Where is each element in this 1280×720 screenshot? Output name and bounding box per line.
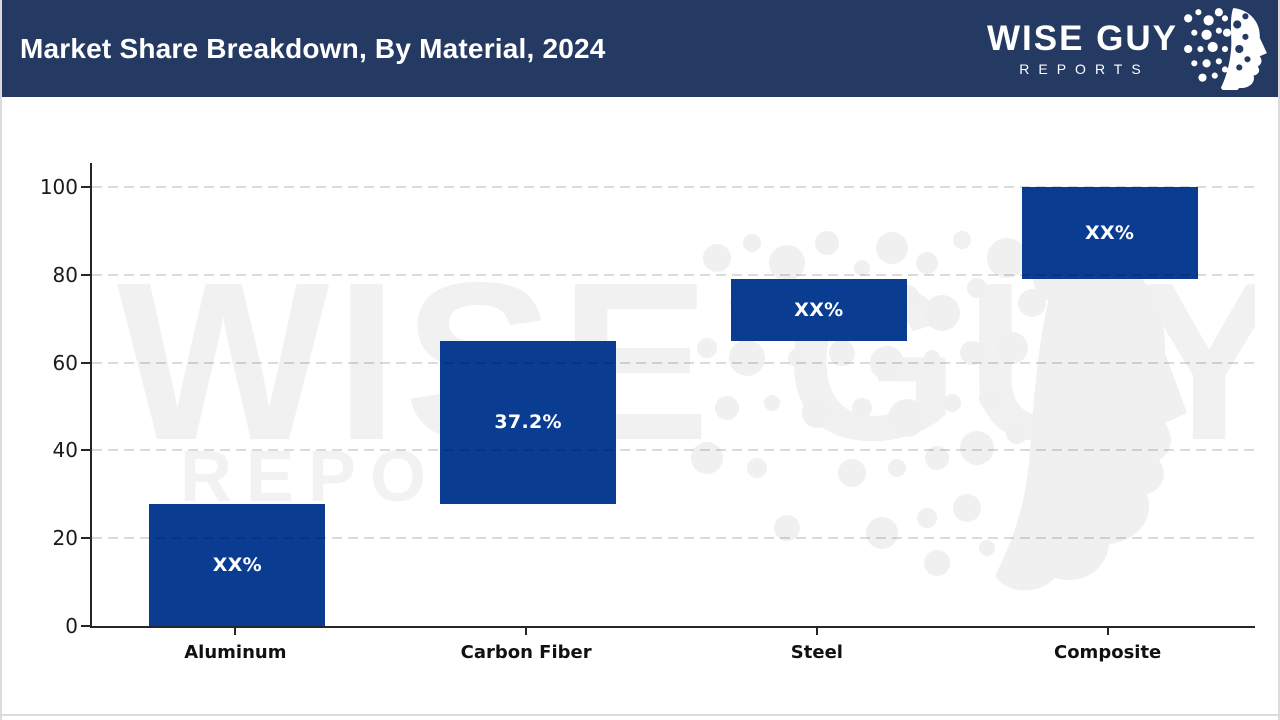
bar-composite: XX% (1021, 187, 1198, 280)
x-axis-category-label: Aluminum (184, 642, 287, 663)
x-axis-tick-mark (234, 628, 237, 635)
y-axis-tick-mark (81, 449, 90, 452)
x-axis-category-label: Carbon Fiber (460, 642, 592, 663)
y-axis-tick-label: 80 (52, 262, 78, 287)
header: Market Share Breakdown, By Material, 202… (0, 0, 1280, 97)
y-axis-tick-mark (81, 186, 90, 188)
page-border-bottom (0, 714, 1280, 716)
y-axis-tick-mark (81, 537, 90, 540)
page-border-right (1278, 0, 1280, 720)
bar-value-label: 37.2% (494, 411, 562, 434)
y-axis-tick-label: 60 (52, 350, 78, 375)
brand-logo-text: WISE GUY REPORTS (987, 21, 1178, 76)
brand-face-icon (1180, 4, 1272, 94)
x-axis-tick-mark (815, 628, 818, 635)
bar-value-label: XX% (794, 298, 844, 321)
brand-subtext: REPORTS (1019, 61, 1150, 77)
bar-aluminum: XX% (149, 503, 326, 626)
brand-logo: WISE GUY REPORTS (987, 4, 1272, 94)
y-axis-tick-mark (81, 273, 90, 276)
y-axis-tick-label: 40 (52, 438, 78, 463)
y-axis-tick-label: 0 (65, 614, 78, 638)
gridline (92, 537, 1255, 540)
y-axis-tick-label: 100 (39, 175, 78, 199)
page-border-left (0, 0, 2, 720)
x-axis-category-label: Composite (1053, 642, 1162, 663)
gridline (92, 186, 1255, 188)
gridline (92, 361, 1255, 364)
gridline (92, 449, 1255, 452)
gridline (92, 273, 1255, 276)
bar-steel: XX% (730, 279, 907, 341)
bar-value-label: XX% (212, 553, 262, 576)
y-axis-tick-label: 20 (52, 526, 78, 551)
y-axis-tick-mark (81, 625, 90, 627)
x-axis-tick-mark (1106, 628, 1109, 635)
x-axis-category-label: Steel (790, 642, 843, 663)
brand-wordmark: WISE GUY (986, 19, 1178, 58)
page-title: Market Share Breakdown, By Material, 202… (20, 32, 606, 64)
bar-value-label: XX% (1085, 222, 1135, 245)
x-axis-tick-mark (525, 628, 528, 635)
y-axis-tick-mark (81, 361, 90, 364)
plot-area: WISE GUY REPORTS (90, 163, 1255, 628)
bar-carbon-fiber: 37.2% (440, 340, 617, 504)
